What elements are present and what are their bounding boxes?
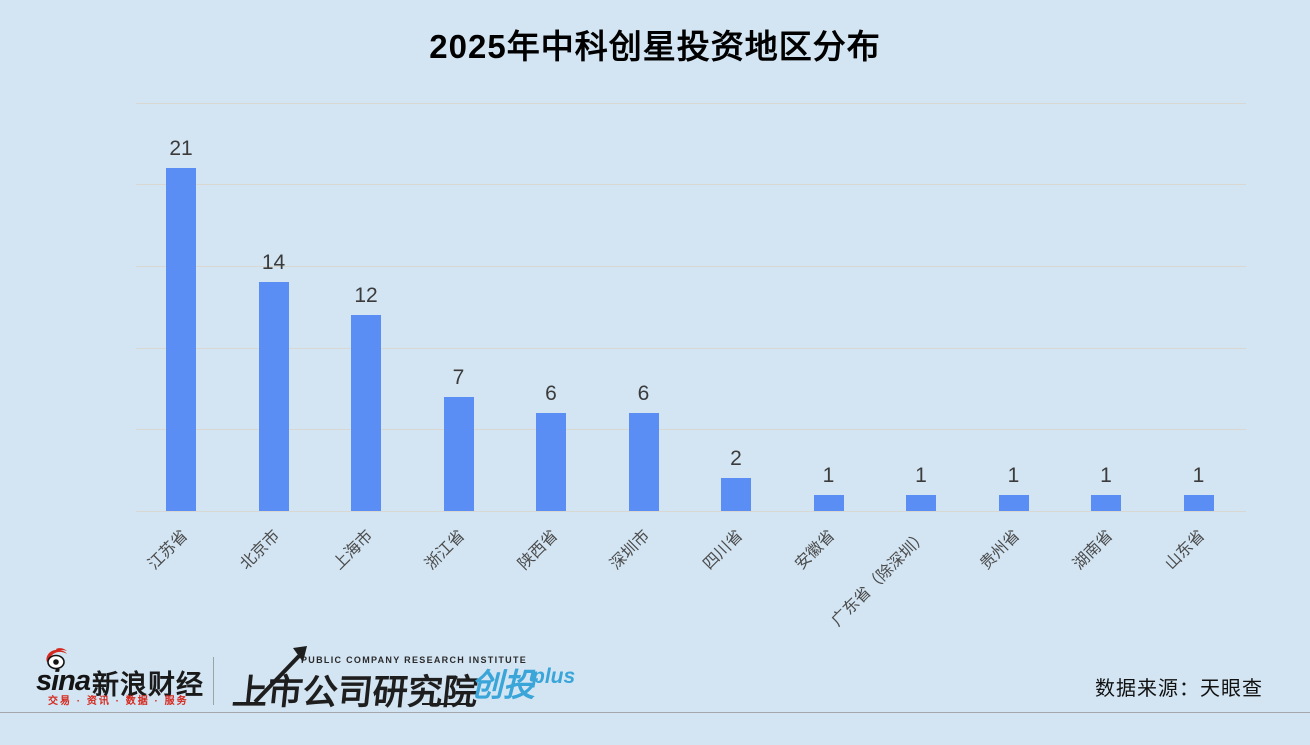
institute-name-en: PUBLIC COMPANY RESEARCH INSTITUTE	[301, 655, 528, 665]
gridline	[136, 184, 1246, 186]
x-axis-label: 深圳市	[607, 527, 654, 574]
x-axis-label: 浙江省	[422, 527, 469, 574]
bar-value-label: 1	[822, 463, 835, 487]
bar	[1091, 494, 1121, 511]
x-axis-label: 四川省	[700, 527, 747, 574]
chuangtou-text: 创投	[471, 667, 536, 703]
sina-eye-flame-icon	[46, 648, 67, 670]
bar-value-label: 14	[261, 251, 286, 275]
x-axis-label: 贵州省	[977, 527, 1024, 574]
plus-text: plus	[532, 665, 576, 688]
x-axis-label: 上海市	[330, 527, 377, 574]
bar-value-label: 1	[1192, 463, 1205, 487]
x-axis-label: 山东省	[1162, 527, 1209, 574]
gridline	[136, 429, 1246, 431]
gridline	[136, 347, 1246, 349]
sina-finance-logo: sina 新浪财经 交易 · 资讯 · 数据 · 服务	[36, 648, 216, 708]
sina-tagline: 交易 · 资讯 · 数据 · 服务	[48, 696, 189, 707]
bar-value-label: 1	[1007, 463, 1020, 487]
bar	[536, 413, 566, 511]
x-axis-label: 陕西省	[515, 527, 562, 574]
bar	[906, 494, 936, 511]
bar	[813, 494, 844, 511]
bar-value-label: 6	[637, 382, 650, 406]
gridline	[136, 511, 1246, 512]
bar	[258, 282, 289, 511]
bar-chart: 21 江苏省 14 北京市 12 上海市 7 浙江省 6 陕西省 6 深圳市 2 四川省 1 安徽省 1 广东省（…	[136, 102, 1246, 630]
sina-finance-name: 新浪财经	[92, 670, 204, 700]
footer-divider-line	[0, 712, 1310, 713]
institute-underline	[422, 703, 470, 705]
up-trend-arrow-icon	[253, 646, 307, 704]
bar	[166, 168, 196, 511]
x-axis-label: 江苏省	[145, 527, 192, 574]
bar	[1183, 494, 1214, 511]
data-source-label: 数据来源：天眼查	[1095, 678, 1263, 700]
chuangtou-plus-logo: 创投plus	[471, 660, 578, 706]
bar-value-label: 2	[730, 447, 742, 471]
x-axis-label: 安徽省	[792, 527, 839, 574]
bar	[351, 315, 381, 511]
x-axis-label: 北京市	[237, 527, 284, 574]
x-axis-label: 广东省（除深圳）	[828, 527, 932, 630]
gridline	[136, 102, 1246, 104]
bar-value-label: 1	[915, 463, 927, 487]
chart-title: 2025年中科创星投资地区分布	[429, 28, 881, 65]
bar-value-label: 1	[1100, 463, 1112, 487]
x-axis-label: 湖南省	[1070, 527, 1117, 574]
bar	[443, 396, 474, 511]
bar	[628, 413, 659, 511]
sina-wordmark: sina	[36, 665, 91, 697]
bar	[721, 478, 751, 511]
bar-value-label: 21	[169, 137, 193, 161]
bar-value-label: 6	[545, 382, 557, 406]
research-institute-logo: PUBLIC COMPANY RESEARCH INSTITUTE 上市公司研究…	[231, 646, 526, 712]
bar-value-label: 7	[452, 365, 465, 389]
logo-divider	[213, 657, 214, 705]
gridline	[136, 266, 1246, 268]
bar-value-label: 12	[354, 284, 378, 308]
bar	[998, 494, 1029, 511]
